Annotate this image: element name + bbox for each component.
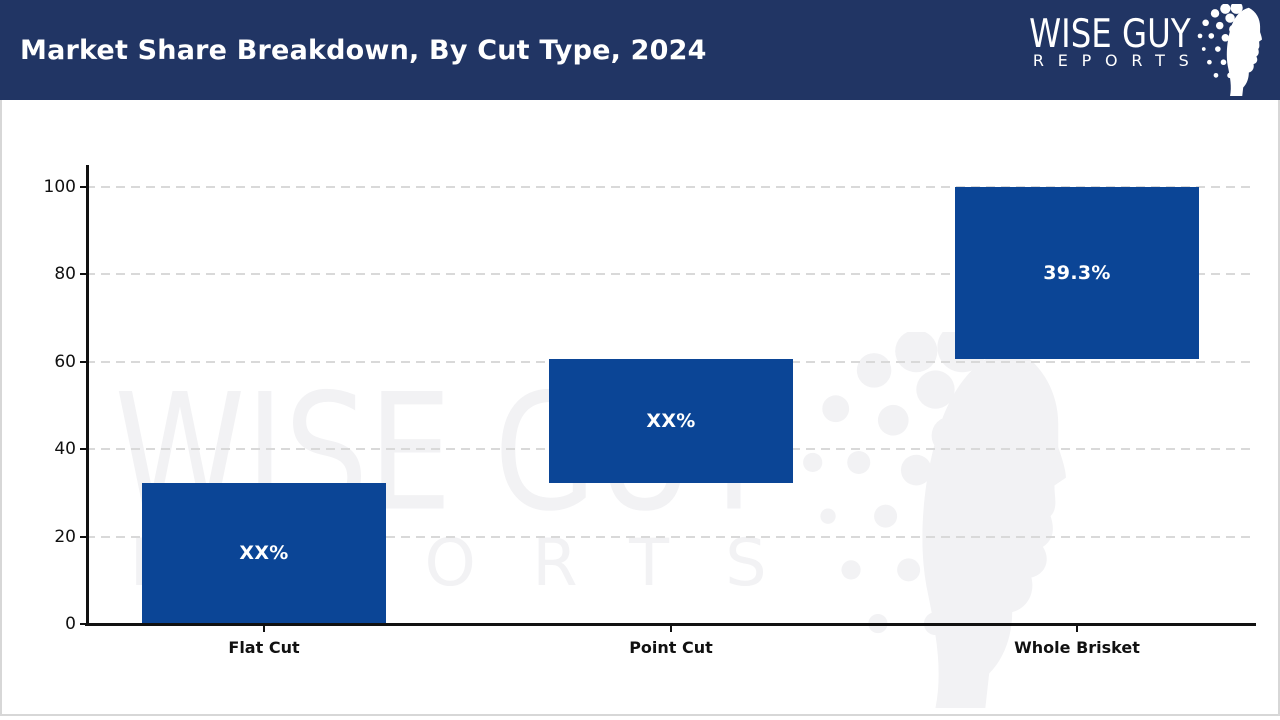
chart-panel xyxy=(0,100,1280,716)
wiseguy-logo xyxy=(1029,4,1262,96)
watermark-logo xyxy=(114,322,1074,712)
header-band: Market Share Breakdown, By Cut Type, 202… xyxy=(0,0,1280,100)
page-title: Market Share Breakdown, By Cut Type, 202… xyxy=(20,34,707,66)
